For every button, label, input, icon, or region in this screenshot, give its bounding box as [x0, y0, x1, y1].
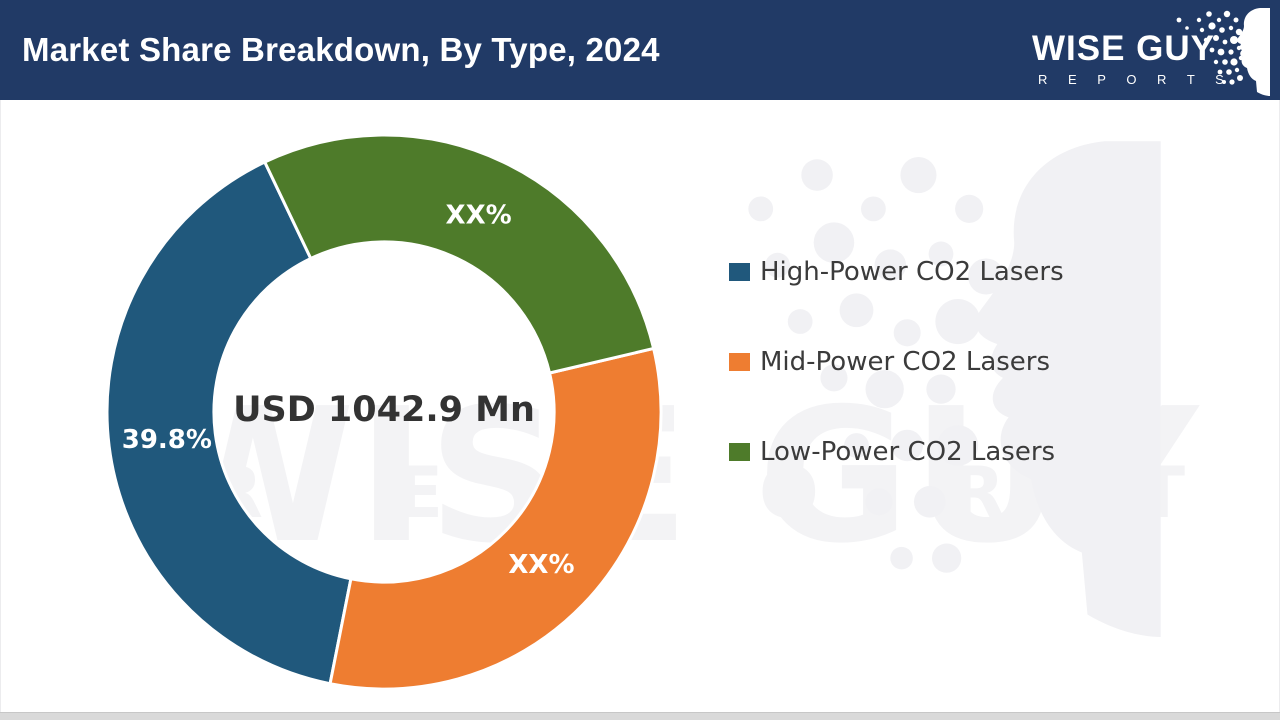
legend-label: Mid-Power CO2 Lasers	[760, 347, 1051, 377]
page-title: Market Share Breakdown, By Type, 2024	[22, 31, 660, 68]
donut-chart: 39.8% XX% XX%	[105, 133, 663, 691]
logo-dots-face-icon	[1176, 8, 1270, 96]
logo-wordmark: WISE GUY	[1032, 29, 1215, 68]
legend-item-mid-power: Mid-Power CO2 Lasers	[729, 342, 1050, 382]
donut-segment-high-power-co2-lasers	[105, 160, 353, 686]
header-bar: Market Share Breakdown, By Type, 2024 WI…	[0, 0, 1280, 100]
legend-label: Low-Power CO2 Lasers	[760, 437, 1056, 467]
legend-swatch-low-power	[729, 443, 750, 461]
donut-segment-low-power-co2-lasers	[263, 133, 656, 375]
watermark-face-icon	[748, 141, 1161, 637]
legend-item-low-power: Low-Power CO2 Lasers	[729, 432, 1055, 472]
slice-percentage-label: XX%	[508, 550, 574, 580]
legend-swatch-high-power	[729, 263, 750, 281]
bottom-divider-bar	[0, 712, 1280, 720]
legend-label: High-Power CO2 Lasers	[760, 257, 1064, 287]
donut-segment-mid-power-co2-lasers	[328, 346, 663, 691]
legend-swatch-mid-power	[729, 353, 750, 371]
wise-guy-logo: WISE GUY R E P O R T S	[1032, 8, 1270, 96]
donut-center-value: USD 1042.9 Mn	[233, 390, 535, 430]
chart-area: WISE GUY R E P O R T S 39.8%XX%XX% USD 1…	[0, 100, 1280, 713]
slice-percentage-label: XX%	[446, 201, 512, 231]
slice-percentage-label: 39.8%	[122, 425, 212, 455]
legend-item-high-power: High-Power CO2 Lasers	[729, 252, 1064, 292]
logo-reports-line: R E P O R T S	[1038, 72, 1232, 87]
